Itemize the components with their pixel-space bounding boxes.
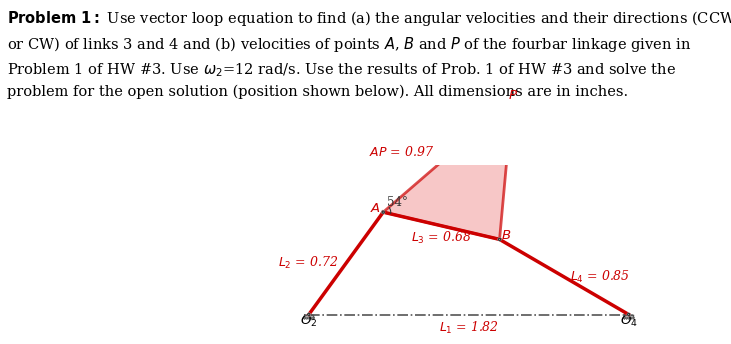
Circle shape — [382, 211, 385, 213]
Text: $L_4$ = 0.85: $L_4$ = 0.85 — [570, 269, 630, 285]
Text: $L_2$ = 0.72: $L_2$ = 0.72 — [278, 255, 338, 271]
Circle shape — [627, 313, 630, 316]
Text: 54°: 54° — [387, 196, 408, 209]
Polygon shape — [303, 315, 314, 318]
Text: $\bf{Problem\ 1:}$ Use vector loop equation to find (a) the angular velocities a: $\bf{Problem\ 1:}$ Use vector loop equat… — [7, 10, 731, 99]
Circle shape — [308, 313, 310, 316]
Text: $A$: $A$ — [370, 202, 381, 215]
Text: $L_1$ = 1.82: $L_1$ = 1.82 — [439, 320, 499, 336]
Polygon shape — [383, 101, 512, 239]
Text: $L_3$ = 0.68: $L_3$ = 0.68 — [411, 230, 471, 246]
Text: $AP$ = 0.97: $AP$ = 0.97 — [369, 145, 434, 159]
Text: $P$: $P$ — [508, 89, 518, 102]
Circle shape — [499, 238, 501, 240]
Text: $O_4$: $O_4$ — [620, 314, 637, 329]
Circle shape — [511, 99, 513, 102]
Text: $B$: $B$ — [501, 229, 512, 242]
Text: $O_2$: $O_2$ — [300, 314, 317, 329]
Polygon shape — [624, 315, 634, 318]
